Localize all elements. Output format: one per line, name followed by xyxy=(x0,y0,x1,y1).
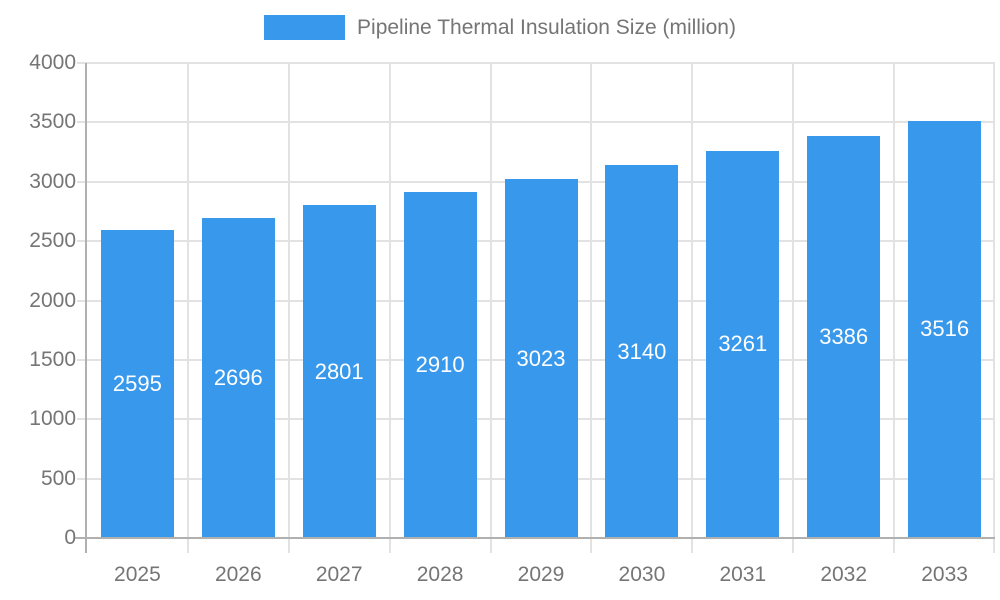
x-axis-tick xyxy=(893,539,895,553)
y-tick-label: 3500 xyxy=(29,110,76,134)
legend-swatch-icon xyxy=(264,15,346,40)
y-tick-label: 1000 xyxy=(29,407,76,431)
bar-value-label: 3023 xyxy=(516,345,566,371)
bar-value-label: 2595 xyxy=(112,370,162,396)
x-tick-label: 2030 xyxy=(618,563,666,586)
x-axis-tick xyxy=(187,539,189,553)
x-tick-label: 2027 xyxy=(315,563,363,586)
v-gridline xyxy=(993,63,995,538)
x-axis-tick xyxy=(490,539,492,553)
bar-value-label: 2801 xyxy=(314,358,364,384)
v-gridline xyxy=(893,63,895,538)
x-tick-label: 2028 xyxy=(416,563,464,586)
v-gridline xyxy=(389,63,391,538)
x-tick-label: 2033 xyxy=(921,563,968,586)
bar xyxy=(504,179,578,538)
y-axis-tick xyxy=(77,418,87,421)
x-tick-label: 2032 xyxy=(820,563,868,586)
v-gridline xyxy=(288,63,290,538)
y-axis-tick xyxy=(77,299,87,302)
v-gridline xyxy=(590,63,592,538)
x-tick-label: 2026 xyxy=(214,563,262,586)
x-axis-tick xyxy=(288,539,290,553)
bar-value-label: 3140 xyxy=(617,338,667,364)
y-axis-tick xyxy=(77,358,87,361)
y-tick-label: 0 xyxy=(64,526,76,549)
x-axis-tick xyxy=(792,539,794,553)
legend-series-label: Pipeline Thermal Insulation Size (millio… xyxy=(357,16,736,39)
y-axis-tick xyxy=(77,121,87,124)
x-axis-line xyxy=(75,537,995,539)
x-axis-tick xyxy=(993,539,995,553)
y-axis-line xyxy=(85,63,87,553)
bar-value-label: 3516 xyxy=(920,316,970,342)
y-axis-tick xyxy=(77,62,87,64)
x-axis-tick xyxy=(389,539,391,553)
y-axis-tick xyxy=(77,180,87,183)
y-tick-label: 4000 xyxy=(29,51,76,74)
bar xyxy=(605,165,679,538)
bar-value-label: 2696 xyxy=(213,364,263,390)
x-tick-label: 2025 xyxy=(114,563,161,586)
plot-area: 2595 2696 2801 2910 3023 3140 3261 3386 3516 xyxy=(87,62,995,538)
bar xyxy=(100,229,174,538)
v-gridline xyxy=(691,63,693,538)
bar xyxy=(403,192,477,538)
bar-value-label: 2910 xyxy=(415,352,465,378)
v-gridline xyxy=(187,63,189,538)
bar xyxy=(908,120,982,538)
y-tick-label: 500 xyxy=(40,466,76,490)
y-tick-label: 2500 xyxy=(29,229,76,253)
x-axis-tick xyxy=(691,539,693,553)
x-axis-tick xyxy=(590,539,592,553)
y-tick-label: 2000 xyxy=(29,288,76,312)
y-tick-label: 1500 xyxy=(29,347,76,371)
h-gridline xyxy=(87,62,995,64)
bar xyxy=(706,150,780,538)
legend[interactable]: Pipeline Thermal Insulation Size (millio… xyxy=(0,15,1000,40)
v-gridline xyxy=(792,63,794,538)
bar xyxy=(201,217,275,538)
y-tick-label: 3000 xyxy=(29,169,76,193)
h-gridline xyxy=(87,121,995,124)
y-axis-tick xyxy=(77,240,87,243)
bar-value-label: 3261 xyxy=(718,331,768,357)
y-axis-tick xyxy=(77,477,87,480)
bar xyxy=(302,205,376,538)
v-gridline xyxy=(490,63,492,538)
bar-value-label: 3386 xyxy=(819,324,869,349)
bar xyxy=(807,135,881,538)
x-tick-label: 2031 xyxy=(719,563,767,586)
x-tick-label: 2029 xyxy=(517,563,565,586)
